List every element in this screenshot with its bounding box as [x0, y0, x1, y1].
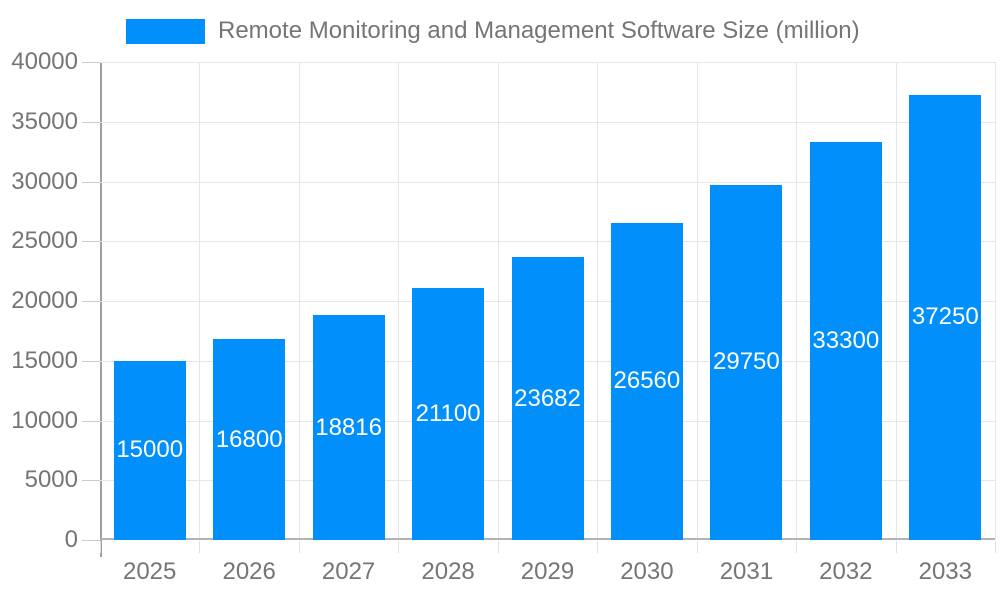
x-axis-tick: [995, 541, 996, 553]
x-axis-label: 2031: [719, 558, 774, 585]
gridline-vertical: [895, 62, 897, 540]
bar-2033[interactable]: 37250: [909, 94, 982, 540]
y-axis-tick: [82, 62, 100, 63]
legend-item[interactable]: Remote Monitoring and Management Softwar…: [126, 12, 860, 50]
gridline-vertical: [796, 62, 798, 540]
bar-value-label: 16800: [215, 425, 283, 453]
bar-2029[interactable]: 23682: [511, 257, 584, 540]
bar-2032[interactable]: 33300: [809, 142, 882, 540]
x-axis-label: 2026: [222, 558, 276, 585]
y-axis-tick: [82, 420, 100, 422]
gridline-vertical: [995, 62, 996, 540]
y-axis-tick: [82, 360, 100, 362]
bar-2031[interactable]: 29750: [710, 184, 783, 540]
gridline-vertical: [497, 62, 499, 540]
x-axis-tick: [100, 541, 101, 553]
bar-value-label: 21100: [415, 399, 481, 427]
y-axis-line: [100, 62, 102, 557]
x-axis-tick: [796, 541, 798, 553]
bar-value-label: 29750: [713, 348, 780, 376]
y-axis-tick: [82, 241, 100, 243]
x-axis-tick: [199, 541, 201, 553]
y-axis-label: 30000: [11, 167, 78, 195]
y-axis-label: 20000: [11, 287, 78, 314]
y-axis-label: 0: [64, 526, 78, 553]
y-axis-label: 5000: [24, 466, 78, 494]
y-axis-label: 15000: [11, 346, 78, 374]
x-axis-tick: [398, 541, 400, 553]
gridline-vertical: [597, 62, 599, 540]
x-axis-label: 2030: [620, 558, 674, 585]
gridline-horizontal: [100, 62, 995, 63]
x-axis-tick: [895, 541, 897, 553]
gridline-vertical: [398, 62, 400, 540]
x-axis-label: 2028: [421, 558, 475, 585]
y-axis-label: 35000: [11, 107, 78, 135]
x-axis-tick: [497, 541, 499, 553]
y-axis-tick: [82, 540, 100, 541]
bar-value-label: 33300: [812, 327, 880, 355]
gridline-horizontal: [100, 181, 995, 183]
gridline-vertical: [696, 62, 698, 540]
gridline-horizontal: [100, 121, 995, 123]
x-axis-label: 2025: [122, 558, 177, 585]
y-axis-tick: [82, 181, 100, 183]
gridline-vertical: [298, 62, 300, 540]
plot-area: 15000 16800 18816 21100 23682 26560 29750 33300…: [100, 62, 996, 540]
y-axis-label: 25000: [11, 227, 78, 255]
bar-2028[interactable]: 21100: [412, 287, 485, 540]
y-axis-tick: [82, 301, 100, 302]
x-axis-label: 2027: [321, 558, 376, 585]
bar-value-label: 18816: [315, 413, 382, 441]
x-axis-label: 2033: [918, 558, 972, 585]
y-axis-tick: [82, 121, 100, 123]
y-axis-label: 10000: [11, 406, 78, 434]
bar-value-label: 26560: [613, 367, 681, 395]
x-axis-tick: [298, 541, 300, 553]
x-axis-label: 2029: [520, 558, 575, 585]
bar-2030[interactable]: 26560: [610, 222, 683, 540]
y-axis-tick: [82, 480, 100, 482]
bar-2025[interactable]: 15000: [113, 360, 186, 540]
legend-swatch: [126, 18, 205, 44]
bar-value-label: 37250: [911, 303, 979, 331]
y-axis-label: 40000: [11, 48, 78, 75]
bar-2026[interactable]: 16800: [213, 339, 286, 540]
bar-2027[interactable]: 18816: [312, 315, 385, 540]
x-axis-tick: [696, 541, 698, 553]
gridline-vertical: [199, 62, 201, 540]
x-axis-tick: [597, 541, 599, 553]
bar-value-label: 23682: [514, 384, 581, 412]
x-axis-label: 2032: [819, 558, 873, 585]
gridline-horizontal: [100, 241, 995, 243]
legend-label: Remote Monitoring and Management Softwar…: [218, 17, 860, 44]
bar-value-label: 15000: [116, 436, 184, 464]
